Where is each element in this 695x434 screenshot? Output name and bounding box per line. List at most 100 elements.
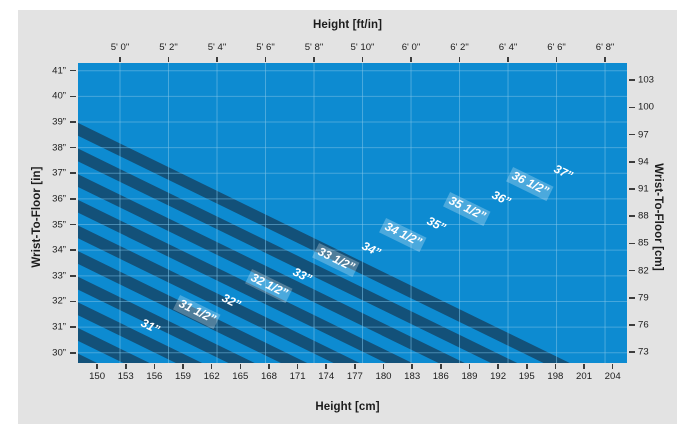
band-label: 31 1/2” <box>173 294 222 329</box>
ticklabel-bottom: 186 <box>432 371 449 382</box>
ticklabel-top: 6' 2" <box>450 42 469 53</box>
ticklabel-top: 5' 4" <box>207 42 227 53</box>
tick-bottom <box>583 364 585 369</box>
tick-top <box>313 57 315 62</box>
ticklabel-bottom: 171 <box>289 371 306 382</box>
ticklabel-right: 100 <box>638 101 655 113</box>
band-stripe <box>78 174 465 363</box>
ticklabel-top: 5' 8" <box>304 42 324 53</box>
ticklabel-left: 36” <box>52 193 66 205</box>
ticklabel-bottom: 189 <box>461 371 478 382</box>
tick-right <box>629 215 635 217</box>
tick-bottom <box>182 364 184 369</box>
tick-left <box>70 95 76 98</box>
ticklabel-bottom: 150 <box>89 371 106 382</box>
tick-top <box>264 57 267 62</box>
figure-panel: Height [ft/in] Height [cm] Wrist-To-Floo… <box>18 10 677 424</box>
tick-right <box>629 79 635 81</box>
band-stripe <box>78 199 413 363</box>
tick-bottom <box>296 364 299 369</box>
tick-left <box>70 69 76 72</box>
ticklabel-bottom: 195 <box>518 371 535 382</box>
tick-top <box>119 57 121 62</box>
tick-top <box>604 57 606 62</box>
ticklabel-bottom: 192 <box>490 371 507 382</box>
ticklabel-left: 40” <box>52 90 66 102</box>
ticklabel-right: 79 <box>638 292 649 304</box>
plot-area: 31” 31 1/2” 32” 32 1/2” 33” 33 1/2” 34” 34 1/2”… <box>78 63 627 363</box>
band-stripe <box>78 302 203 363</box>
tick-bottom <box>497 364 499 369</box>
tick-bottom <box>440 364 442 369</box>
tick-bottom <box>239 364 242 369</box>
ticklabel-bottom: 183 <box>404 371 421 382</box>
ticklabel-left: 41” <box>52 65 66 77</box>
ticklabel-bottom: 201 <box>576 371 593 382</box>
ticklabel-left: 34” <box>52 244 66 256</box>
ticklabel-right: 91 <box>638 183 649 195</box>
tick-bottom <box>354 364 356 369</box>
tick-top <box>361 57 364 62</box>
ticklabel-top: 6' 6" <box>547 42 566 53</box>
tick-bottom <box>325 364 328 369</box>
band-label: 34 1/2” <box>378 217 427 252</box>
ticklabel-bottom: 162 <box>203 371 220 382</box>
ticklabel-bottom: 153 <box>117 371 134 382</box>
tick-bottom <box>411 364 413 369</box>
ticklabel-right: 76 <box>638 319 649 331</box>
ticklabel-bottom: 168 <box>260 371 277 382</box>
ticklabel-left: 32” <box>52 295 66 307</box>
tick-bottom <box>268 364 270 369</box>
band-label: 33 1/2” <box>311 243 360 278</box>
ticklabel-top: 6' 8" <box>595 42 615 53</box>
band-label: 36” <box>489 187 514 209</box>
band-label: 34” <box>359 238 384 260</box>
band-stripe <box>78 328 150 363</box>
ticklabel-top: 5' 0" <box>110 42 130 53</box>
ticklabel-top: 5' 2" <box>159 42 178 53</box>
tick-left <box>70 326 76 328</box>
ticklabel-bottom: 165 <box>232 371 249 382</box>
tick-bottom <box>468 364 471 369</box>
band-labels-layer: 31” 31 1/2” 32” 32 1/2” 33” 33 1/2” 34” 34 1/2”… <box>78 63 627 363</box>
band-label: 37” <box>551 161 576 184</box>
tick-bottom <box>382 364 385 369</box>
ticklabel-right: 103 <box>638 74 655 86</box>
ticklabel-bottom: 180 <box>375 371 392 382</box>
tick-left <box>70 146 76 149</box>
tick-left <box>70 300 76 303</box>
tick-bottom <box>611 364 614 369</box>
tick-right <box>629 160 635 163</box>
ticklabel-bottom: 177 <box>346 371 363 382</box>
tick-top <box>410 57 412 62</box>
ticklabel-left: 33” <box>52 270 66 282</box>
tick-left <box>70 275 76 277</box>
ticklabel-top: 6' 0" <box>401 42 421 53</box>
tick-bottom <box>153 364 156 369</box>
ticklabel-bottom: 159 <box>175 371 192 382</box>
ticklabel-right: 82 <box>638 265 649 277</box>
ticklabel-right: 97 <box>638 129 649 141</box>
tick-bottom <box>124 364 127 369</box>
tick-right <box>629 242 635 245</box>
band-label: 35” <box>424 213 449 235</box>
tick-right <box>629 351 635 353</box>
ticklabel-left: 39” <box>52 116 66 128</box>
ticklabel-right: 88 <box>638 210 649 222</box>
tick-top <box>507 57 509 62</box>
tick-right <box>629 269 635 272</box>
tick-right <box>629 133 635 136</box>
band-label: 32 1/2” <box>245 269 293 304</box>
tick-bottom <box>210 364 213 369</box>
tick-top <box>167 57 170 62</box>
ticklabel-left: 30” <box>52 347 66 359</box>
band-label: 33” <box>291 264 315 286</box>
band-label: 32” <box>219 290 243 312</box>
band-stripes-layer <box>78 122 570 363</box>
tick-top <box>555 57 558 62</box>
band-stripe <box>78 122 570 363</box>
ticklabel-bottom: 204 <box>604 371 621 382</box>
ticklabel-right: 73 <box>638 346 649 358</box>
ticklabel-right: 85 <box>638 237 649 249</box>
